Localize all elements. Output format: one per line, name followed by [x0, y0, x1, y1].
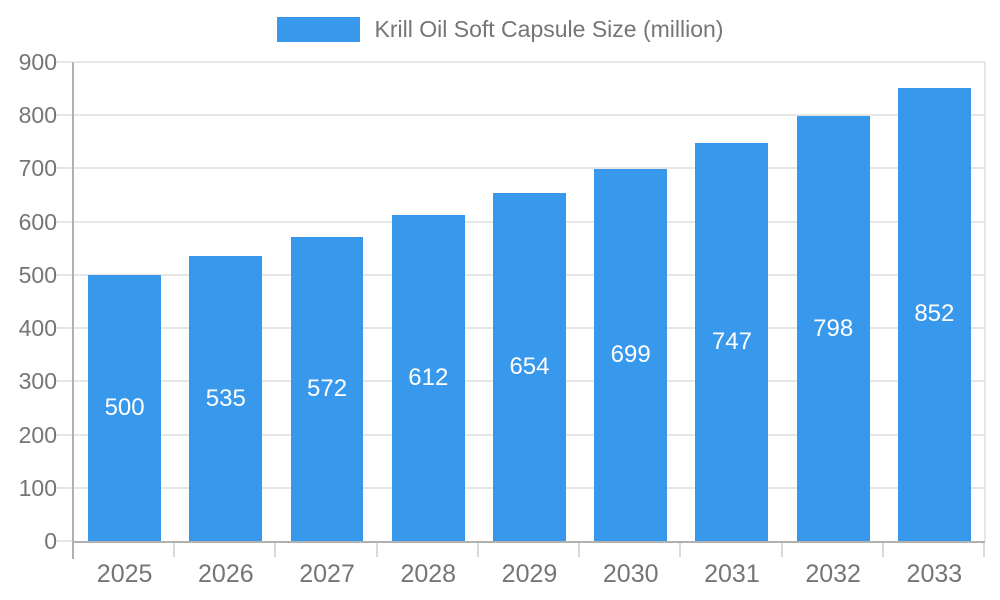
y-axis-line — [72, 62, 74, 559]
y-axis-tick — [54, 167, 72, 170]
y-axis-tick — [54, 540, 72, 542]
bar-slot: 572 — [276, 62, 377, 541]
bar-slot: 699 — [580, 62, 681, 541]
y-axis-label: 300 — [18, 368, 57, 395]
x-axis-label: 2033 — [906, 560, 963, 588]
y-axis-label: 900 — [18, 49, 57, 75]
x-axis-tick — [173, 541, 176, 557]
y-axis-label: 700 — [18, 155, 57, 182]
gridline — [74, 167, 985, 170]
bar-2028: 612 — [391, 215, 465, 541]
bar-value-label: 654 — [509, 352, 550, 380]
y-axis-label: 800 — [18, 102, 57, 129]
bar-2025: 500 — [88, 274, 162, 541]
bar-value-label: 500 — [104, 393, 145, 421]
bar-slot: 612 — [378, 62, 479, 541]
bar-2027: 572 — [290, 236, 364, 541]
bar-2031: 747 — [695, 143, 769, 541]
bar-2033: 852 — [897, 87, 971, 541]
y-axis-tick — [54, 273, 72, 276]
x-axis-tick — [881, 541, 884, 557]
x-axis-label: 2028 — [400, 560, 457, 588]
bar-value-label: 747 — [711, 328, 752, 356]
y-axis-tick — [54, 327, 72, 330]
legend-swatch-icon — [276, 17, 360, 42]
bar-value-label: 798 — [813, 314, 854, 342]
bar-value-label: 699 — [610, 340, 651, 368]
gridline — [74, 114, 985, 117]
x-axis-tick — [780, 541, 783, 557]
x-axis-line — [72, 541, 985, 543]
chart-legend: Krill Oil Soft Capsule Size (million) — [0, 16, 1000, 43]
legend-item[interactable]: Krill Oil Soft Capsule Size (million) — [276, 16, 724, 43]
bar-2032: 798 — [796, 116, 870, 541]
bar-slot: 798 — [783, 62, 884, 541]
x-axis-tick — [375, 541, 378, 557]
x-axis-tick — [274, 541, 277, 557]
bar-2029: 654 — [493, 192, 566, 541]
y-axis-tick — [54, 220, 72, 223]
bar-value-label: 572 — [307, 374, 348, 402]
bar-2030: 699 — [594, 168, 668, 541]
bar-slot: 747 — [681, 62, 782, 541]
x-axis-label: 2030 — [602, 560, 659, 588]
x-axis-label: 2026 — [198, 560, 254, 588]
y-axis-tick — [54, 114, 72, 117]
bars-layer: 500 535 572 612 654 699 747 798 852 — [74, 62, 985, 541]
y-axis-tick — [54, 486, 72, 489]
bar-slot: 535 — [175, 62, 276, 541]
legend-label: Krill Oil Soft Capsule Size (million) — [374, 16, 724, 42]
y-axis-label: 200 — [18, 421, 57, 448]
y-axis-label: 400 — [18, 315, 57, 342]
y-axis-tick — [54, 380, 72, 383]
x-axis-label: 2029 — [501, 560, 558, 588]
x-axis-labels: 2025 2026 2027 2028 2029 2030 2031 2032 2033 — [74, 560, 985, 589]
x-axis-tick — [476, 541, 479, 557]
y-axis-tick — [54, 61, 72, 63]
bar-slot: 852 — [884, 62, 985, 541]
gridline — [74, 61, 985, 63]
x-axis-tick — [578, 541, 581, 557]
plot-right-border — [984, 62, 986, 541]
x-axis-tick — [983, 541, 985, 557]
x-axis-label: 2025 — [96, 560, 153, 588]
bar-slot: 500 — [74, 62, 175, 541]
y-axis-tick — [54, 433, 72, 436]
bar-value-label: 535 — [205, 384, 246, 412]
y-axis-label: 600 — [18, 208, 57, 235]
y-axis-label: 0 — [44, 528, 57, 554]
y-axis-label: 100 — [18, 474, 57, 501]
bar-2026: 535 — [189, 256, 263, 541]
x-axis-label: 2032 — [805, 560, 861, 588]
x-axis-label: 2027 — [299, 560, 355, 588]
bar-slot: 654 — [479, 62, 580, 541]
x-axis-tick — [679, 541, 682, 557]
bar-value-label: 852 — [914, 300, 955, 328]
x-axis-label: 2031 — [704, 560, 760, 588]
y-axis-label: 500 — [18, 261, 57, 288]
bar-value-label: 612 — [408, 364, 449, 392]
